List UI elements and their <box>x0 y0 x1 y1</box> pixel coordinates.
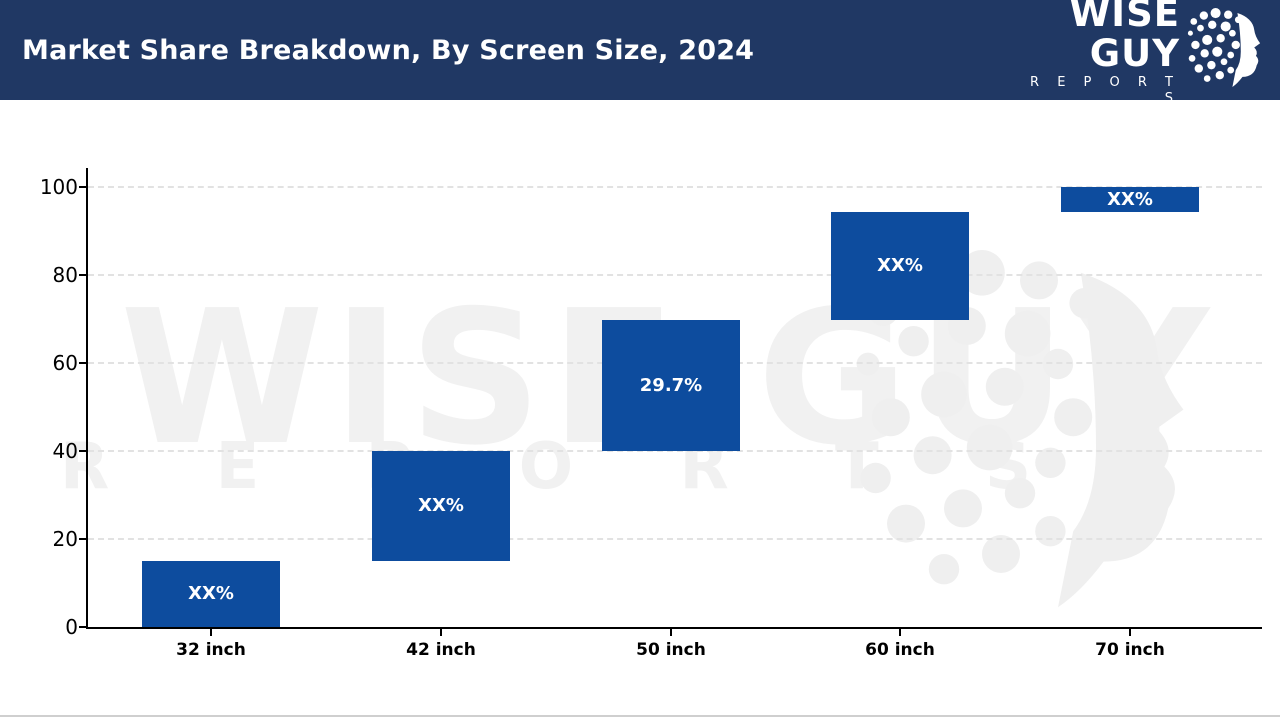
x-tick-label-4: 60 inch <box>865 640 935 660</box>
y-tickmark-0 <box>79 626 86 628</box>
x-tickmark-2 <box>440 629 442 636</box>
y-tickmark-80 <box>79 274 86 276</box>
x-tickmark-1 <box>210 629 212 636</box>
bar-50-inch: 29.7% <box>602 320 740 451</box>
y-axis-spine <box>86 168 88 629</box>
x-tick-label-1: 32 inch <box>176 640 246 660</box>
header-bar: Market Share Breakdown, By Screen Size, … <box>0 0 1280 106</box>
x-tick-label-3: 50 inch <box>636 640 706 660</box>
y-tickmark-40 <box>79 450 86 452</box>
bottom-divider <box>0 715 1280 717</box>
logo-head-icon <box>1187 8 1261 87</box>
bar-value-label: XX% <box>1107 188 1153 210</box>
x-tick-label-2: 42 inch <box>406 640 476 660</box>
x-tick-label-5: 70 inch <box>1095 640 1165 660</box>
bar-value-label: 29.7% <box>639 374 703 396</box>
chart-title: Market Share Breakdown, By Screen Size, … <box>22 34 755 66</box>
y-tick-label-0: 0 <box>65 615 78 639</box>
wise-guy-reports-logo: WISE GUY R E P O R T S <box>1016 0 1266 106</box>
bar-60-inch: XX% <box>831 212 969 321</box>
y-tickmark-20 <box>79 538 86 540</box>
gridline-20 <box>88 538 1262 540</box>
x-tickmark-5 <box>1129 629 1131 636</box>
x-tickmark-3 <box>670 629 672 636</box>
logo-subtitle: R E P O R T S <box>1030 74 1180 106</box>
y-tick-label-40: 40 <box>52 439 78 463</box>
gridline-100 <box>88 186 1262 188</box>
x-axis-spine <box>86 627 1262 629</box>
bar-32-inch: XX% <box>142 561 280 627</box>
y-tick-label-80: 80 <box>52 263 78 287</box>
gridline-40 <box>88 450 1262 452</box>
bar-value-label: XX% <box>188 583 234 604</box>
logo-text: WISE GUY R E P O R T S <box>1016 0 1180 107</box>
bar-value-label: XX% <box>418 495 464 516</box>
y-tick-label-20: 20 <box>52 527 78 551</box>
bar-42-inch: XX% <box>372 451 510 561</box>
logo-wordmark: WISE GUY <box>1069 0 1180 75</box>
x-tickmark-4 <box>899 629 901 636</box>
y-tick-label-100: 100 <box>39 175 78 199</box>
bar-value-label: XX% <box>877 255 923 277</box>
y-tick-label-60: 60 <box>52 351 78 375</box>
gridline-80 <box>88 274 1262 276</box>
bar-70-inch: XX% <box>1061 187 1199 213</box>
y-tickmark-60 <box>79 362 86 364</box>
y-tickmark-100 <box>79 186 86 188</box>
